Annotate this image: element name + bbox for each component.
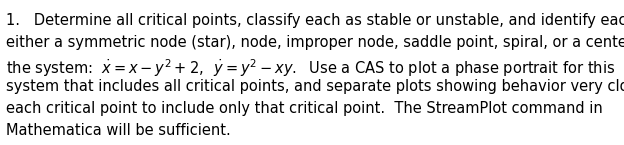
Text: system that includes all critical points, and separate plots showing behavior ve: system that includes all critical points… [6, 79, 624, 94]
Text: Mathematica will be sufficient.: Mathematica will be sufficient. [6, 123, 230, 138]
Text: the system:  $\dot{x} = x - y^2 + 2, \;\; \dot{y} = y^2 - xy.$  Use a CAS to plo: the system: $\dot{x} = x - y^2 + 2, \;\;… [6, 57, 615, 79]
Text: 1.   Determine all critical points, classify each as stable or unstable, and ide: 1. Determine all critical points, classi… [6, 13, 624, 28]
Text: each critical point to include only that critical point.  The StreamPlot command: each critical point to include only that… [6, 101, 603, 116]
Text: either a symmetric node (star), node, improper node, saddle point, spiral, or a : either a symmetric node (star), node, im… [6, 35, 624, 50]
